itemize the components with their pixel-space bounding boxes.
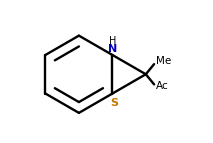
Text: H: H [109,36,116,46]
Text: S: S [110,98,118,108]
Text: Ac: Ac [156,81,169,91]
Text: Me: Me [156,56,171,66]
Text: N: N [108,43,117,53]
